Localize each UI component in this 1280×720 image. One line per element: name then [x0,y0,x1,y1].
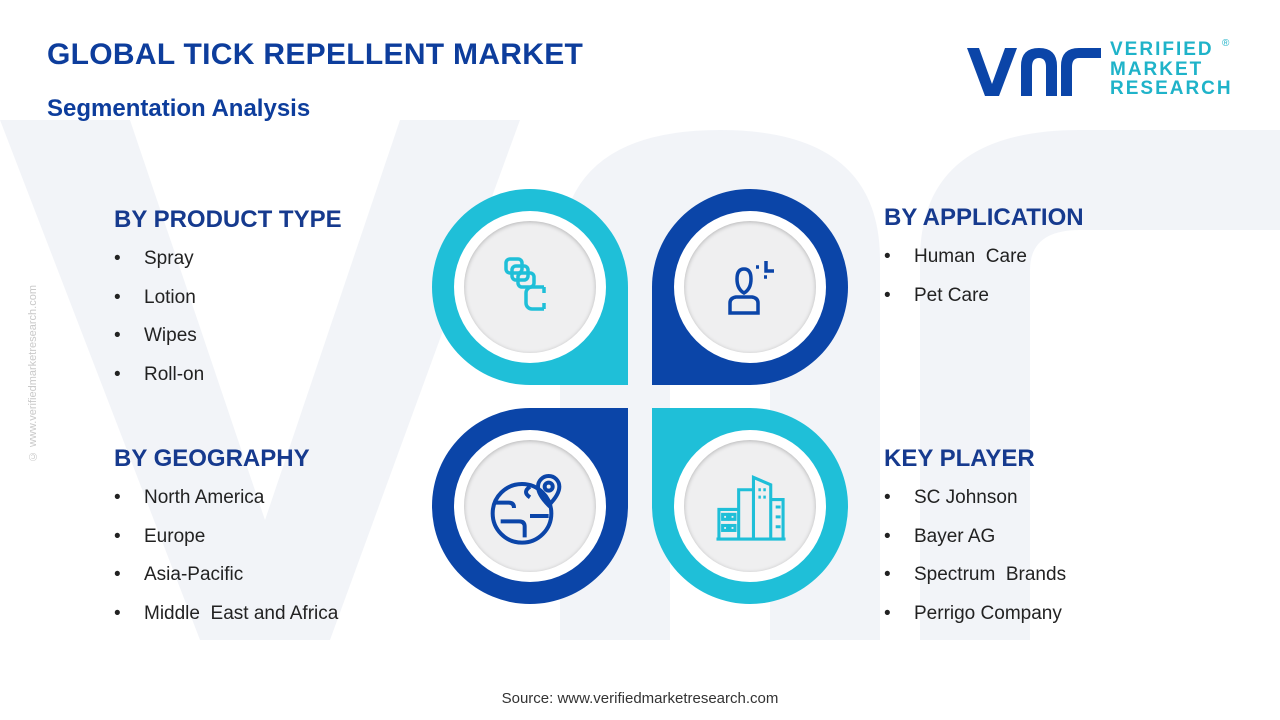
item-label: Wipes [144,325,197,346]
side-watermark-text: © www.verifiedmarketresearch.com [27,285,39,463]
bullet: • [884,487,891,508]
logo-line-3: RESEARCH [1110,78,1233,99]
bullet: • [114,487,121,508]
segment-heading: BY PRODUCT TYPE [114,206,342,233]
item-label: Asia-Pacific [144,564,244,585]
bullet: • [114,325,121,346]
list-item: • Lotion [114,287,342,326]
product-layers-icon [504,257,546,311]
source-text: Source: www.verifiedmarketresearch.com [501,690,779,707]
list-item: • Spectrum Brands [884,564,1066,603]
bullet: • [114,602,121,624]
list-item: • Perrigo Company [884,603,1066,642]
segment-key-players: KEY PLAYER • SC Johnson • Bayer AG • Spectr… [884,445,1066,641]
globe-location-icon [490,474,562,545]
item-label: Human Care [914,246,1027,267]
list-item: • North America [114,487,338,526]
bullet: • [884,284,891,306]
registered-mark: ® [1222,38,1230,49]
segment-heading: BY APPLICATION [884,204,1084,231]
list-item: • Pet Care [884,285,1084,324]
logo-line-2: MARKET [1110,58,1204,80]
list-item: • Asia-Pacific [114,564,338,603]
list-item: • Bayer AG [884,526,1066,565]
item-label: Middle East and Africa [144,602,339,624]
petal-key-players [652,408,848,604]
item-label: Perrigo Company [914,602,1062,624]
item-label: North America [144,487,265,508]
segment-heading: KEY PLAYER [884,445,1035,472]
bullet: • [114,248,121,269]
page-subtitle: Segmentation Analysis [47,95,311,122]
petal-application [652,189,848,385]
petal-geography [432,408,628,604]
segment-heading: BY GEOGRAPHY [114,445,310,472]
watermark-logo [0,120,1280,640]
segment-product-type: BY PRODUCT TYPE • Spray • Lotion • Wipes • R… [114,206,342,402]
bullet: • [114,564,121,585]
item-label: Spray [144,248,194,269]
bullet: • [884,525,891,547]
list-item: • Human Care [884,246,1084,285]
list-item: • SC Johnson [884,487,1066,526]
vmr-logo-text: VERIFIED MARKET RESEARCH [1110,40,1233,99]
bullet: • [884,564,891,585]
vmr-logo-mark [967,48,1101,96]
list-item: • Middle East and Africa [114,603,338,642]
logo-line-1: VERIFIED [1110,39,1214,60]
petal-product-type [432,189,628,385]
bullet: • [114,286,121,308]
item-label: Bayer AG [914,525,996,547]
page-title: GLOBAL TICK REPELLENT MARKET [47,38,584,71]
person-icon [728,261,774,315]
item-label: Pet Care [914,284,989,306]
buildings-icon [716,475,786,541]
segment-application: BY APPLICATION • Human Care • Pet Care [884,204,1084,323]
item-label: Lotion [144,286,196,308]
list-item: • Spray [114,248,342,287]
bullet: • [884,602,891,624]
list-item: • Roll-on [114,364,342,403]
list-item: • Wipes [114,325,342,364]
item-label: Roll-on [144,363,205,385]
item-label: SC Johnson [914,487,1018,508]
item-label: Europe [144,525,206,547]
bullet: • [114,525,121,547]
list-item: • Europe [114,526,338,565]
segment-geography: BY GEOGRAPHY • North America • Europe • Asi… [114,445,338,641]
bullet: • [114,363,121,385]
item-label: Spectrum Brands [914,564,1067,585]
bullet: • [884,246,891,267]
